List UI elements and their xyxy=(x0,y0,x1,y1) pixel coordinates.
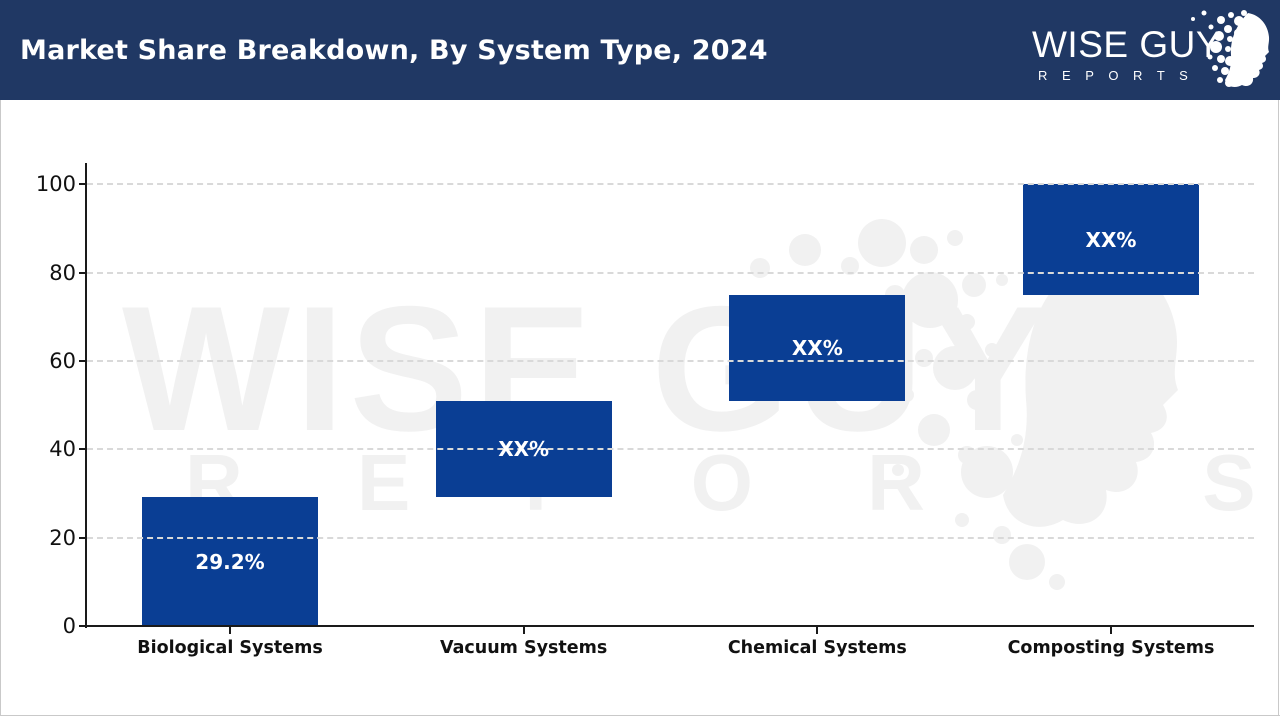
y-axis-spine xyxy=(85,163,87,628)
gridline-y20 xyxy=(87,536,1254,539)
ytick-label: 40 xyxy=(49,437,76,462)
bar-biological-systems xyxy=(142,497,318,626)
ytick-mark xyxy=(79,448,87,451)
ytick-mark xyxy=(79,183,87,186)
logo-dotted-face-icon xyxy=(1191,10,1270,88)
gridline-y40 xyxy=(87,448,1254,451)
xtick-mark xyxy=(522,627,525,634)
ytick-label: 100 xyxy=(35,172,76,197)
ytick-label: 60 xyxy=(49,349,76,374)
xtick-mark xyxy=(229,627,231,634)
ytick-label: 0 xyxy=(62,614,76,638)
bar-value-label: XX% xyxy=(498,436,550,461)
xtick-mark xyxy=(1110,627,1112,634)
header-bar: Market Share Breakdown, By System Type, … xyxy=(0,0,1280,100)
page-border-right xyxy=(1278,100,1279,716)
x-axis-spine xyxy=(85,625,1254,627)
bar-value-label: 29.2% xyxy=(195,549,265,574)
bar-value-label: XX% xyxy=(791,335,843,360)
ytick-mark xyxy=(79,271,87,274)
xtick-label: Biological Systems xyxy=(137,638,323,658)
ytick-mark xyxy=(79,360,87,363)
xtick-label: Vacuum Systems xyxy=(439,638,608,658)
ytick-label: 80 xyxy=(49,260,76,285)
wiseguy-logo: WISE GUY R E P O R T S xyxy=(1032,10,1270,88)
logo-subtext: R E P O R T S xyxy=(1038,68,1193,83)
logo-wordmark: WISE GUY xyxy=(1032,24,1221,65)
gridline-y80 xyxy=(87,271,1254,274)
bar-composting-systems xyxy=(1023,184,1199,295)
gridline-y100 xyxy=(87,183,1254,186)
page-title: Market Share Breakdown, By System Type, … xyxy=(20,34,768,66)
gridline-y60 xyxy=(87,360,1254,363)
ytick-mark xyxy=(79,536,87,539)
bar-value-label: XX% xyxy=(1085,227,1137,252)
page-border-left xyxy=(0,100,1,716)
ytick-label: 20 xyxy=(49,525,76,550)
xtick-mark xyxy=(816,627,819,634)
xtick-label: Chemical Systems xyxy=(727,638,907,658)
bar-chemical-systems xyxy=(729,294,906,401)
xtick-label: Composting Systems xyxy=(1007,638,1215,658)
ytick-mark xyxy=(79,625,87,627)
page-border-bottom xyxy=(0,715,1280,716)
